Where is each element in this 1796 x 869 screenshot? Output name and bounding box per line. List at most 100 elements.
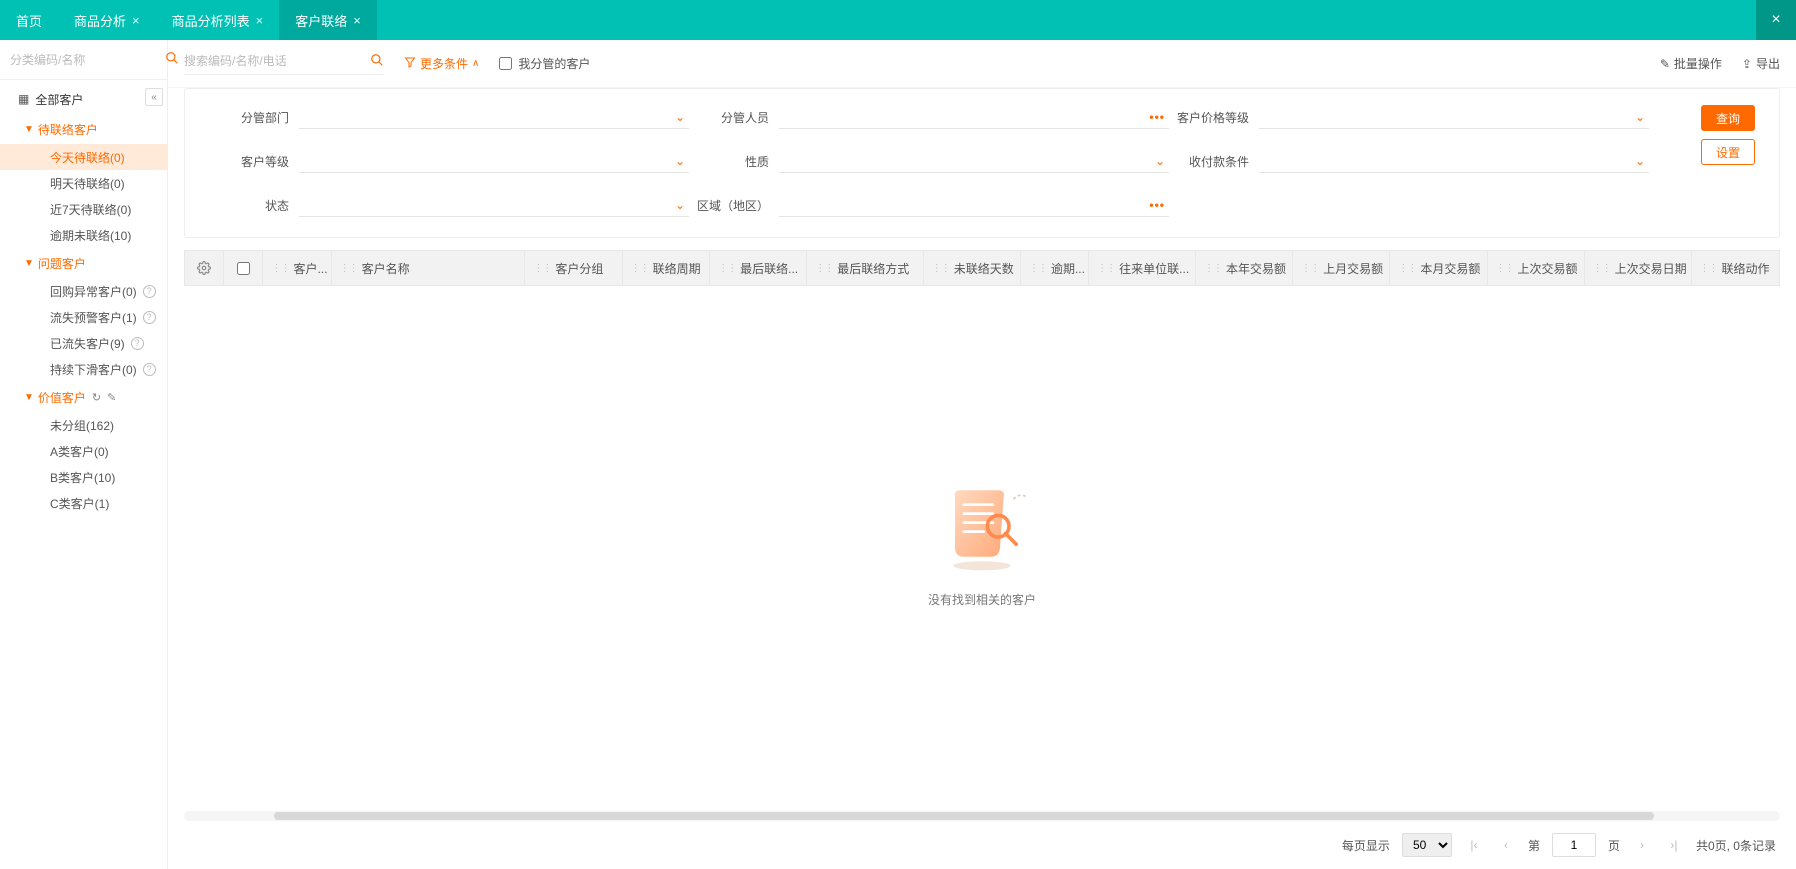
column-header[interactable]: ⋮⋮未联络天数 bbox=[924, 251, 1021, 285]
drag-handle-icon[interactable]: ⋮⋮ bbox=[1301, 263, 1319, 274]
tree-leaf-churned[interactable]: 已流失客户(9) ? bbox=[0, 330, 167, 356]
tree-group-problem[interactable]: ▼ 问题客户 bbox=[0, 248, 167, 278]
last-page-button[interactable]: ›| bbox=[1664, 835, 1684, 855]
column-header[interactable]: ⋮⋮本月交易额 bbox=[1390, 251, 1487, 285]
tree-leaf-churn-warning[interactable]: 流失预警客户(1) ? bbox=[0, 304, 167, 330]
drag-handle-icon[interactable]: ⋮⋮ bbox=[718, 263, 736, 274]
drag-handle-icon[interactable]: ⋮⋮ bbox=[1398, 263, 1416, 274]
page-number-input[interactable] bbox=[1552, 833, 1596, 857]
tree-group-value[interactable]: ▼ 价值客户 ↻ ✎ bbox=[0, 382, 167, 412]
tab-product-analysis-list[interactable]: 商品分析列表 × bbox=[156, 0, 280, 40]
column-header[interactable]: ⋮⋮逾期... bbox=[1021, 251, 1089, 285]
drag-handle-icon[interactable]: ⋮⋮ bbox=[1700, 263, 1718, 274]
filter-label: 状态 bbox=[209, 197, 299, 214]
filter-select[interactable]: ⌄ bbox=[779, 149, 1169, 173]
drag-handle-icon[interactable]: ⋮⋮ bbox=[1097, 263, 1115, 274]
drag-handle-icon[interactable]: ⋮⋮ bbox=[631, 263, 649, 274]
first-page-button[interactable]: |‹ bbox=[1464, 835, 1484, 855]
drag-handle-icon[interactable]: ⋮⋮ bbox=[1496, 263, 1514, 274]
help-icon[interactable]: ? bbox=[143, 363, 156, 376]
batch-action-button[interactable]: ✎ 批量操作 bbox=[1660, 55, 1722, 72]
filter-label: 收付款条件 bbox=[1169, 153, 1259, 170]
filter-select[interactable]: ⌄ bbox=[299, 149, 689, 173]
tree-leaf-tomorrow[interactable]: 明天待联络(0) bbox=[0, 170, 167, 196]
prev-page-button[interactable]: ‹ bbox=[1496, 835, 1516, 855]
top-tab-bar: 首页 商品分析 × 商品分析列表 × 客户联络 × × bbox=[0, 0, 1796, 40]
drag-handle-icon[interactable]: ⋮⋮ bbox=[1204, 263, 1222, 274]
close-icon[interactable]: × bbox=[353, 13, 361, 28]
edit-icon[interactable]: ✎ bbox=[107, 391, 116, 404]
tree-leaf-repurchase-abnormal[interactable]: 回购异常客户(0) ? bbox=[0, 278, 167, 304]
page-size-select[interactable]: 50 bbox=[1402, 833, 1452, 857]
export-button[interactable]: ⇪ 导出 bbox=[1742, 55, 1780, 72]
column-header[interactable]: ⋮⋮上次交易额 bbox=[1488, 251, 1585, 285]
more-filter-toggle[interactable]: 更多条件 ∧ bbox=[404, 55, 479, 72]
search-icon[interactable] bbox=[370, 53, 384, 70]
query-button[interactable]: 查询 bbox=[1701, 105, 1755, 131]
close-icon[interactable]: × bbox=[256, 13, 264, 28]
tree-root-all-customers[interactable]: ▦ 全部客户 bbox=[0, 84, 167, 114]
scrollbar-thumb[interactable] bbox=[274, 812, 1654, 820]
column-header[interactable]: ⋮⋮本年交易额 bbox=[1196, 251, 1293, 285]
help-icon[interactable]: ? bbox=[131, 337, 144, 350]
drag-handle-icon[interactable]: ⋮⋮ bbox=[932, 263, 950, 274]
tree-group-pending[interactable]: ▼ 待联络客户 bbox=[0, 114, 167, 144]
help-icon[interactable]: ? bbox=[143, 311, 156, 324]
caret-down-icon: ▼ bbox=[24, 258, 34, 269]
help-icon[interactable]: ? bbox=[143, 285, 156, 298]
filter-label: 区域（地区） bbox=[689, 197, 779, 214]
drag-handle-icon[interactable]: ⋮⋮ bbox=[1593, 263, 1611, 274]
table-settings-icon[interactable] bbox=[185, 251, 224, 285]
tree-leaf-ungrouped[interactable]: 未分组(162) bbox=[0, 412, 167, 438]
filter-select[interactable]: ⌄ bbox=[1259, 149, 1649, 173]
table: ⋮⋮客户...⋮⋮客户名称⋮⋮客户分组⋮⋮联络周期⋮⋮最后联络...⋮⋮最后联络… bbox=[184, 250, 1780, 805]
sidebar-search-input[interactable] bbox=[10, 53, 165, 67]
tree-leaf-class-a[interactable]: A类客户(0) bbox=[0, 438, 167, 464]
drag-handle-icon[interactable]: ⋮⋮ bbox=[1029, 263, 1047, 274]
tab-product-analysis[interactable]: 商品分析 × bbox=[58, 0, 156, 40]
close-all-tabs-button[interactable]: × bbox=[1756, 0, 1796, 40]
tree-leaf-today[interactable]: 今天待联络(0) bbox=[0, 144, 167, 170]
drag-handle-icon[interactable]: ⋮⋮ bbox=[533, 263, 551, 274]
tree-leaf-declining[interactable]: 持续下滑客户(0) ? bbox=[0, 356, 167, 382]
tab-label: 商品分析 bbox=[74, 11, 126, 30]
tree-leaf-class-b[interactable]: B类客户(10) bbox=[0, 464, 167, 490]
tree-leaf-7days[interactable]: 近7天待联络(0) bbox=[0, 196, 167, 222]
column-header[interactable]: ⋮⋮联络动作 bbox=[1692, 251, 1779, 285]
checkbox-input[interactable] bbox=[499, 57, 512, 70]
column-header[interactable]: ⋮⋮客户分组 bbox=[525, 251, 622, 285]
drag-handle-icon[interactable]: ⋮⋮ bbox=[815, 263, 833, 274]
settings-button[interactable]: 设置 bbox=[1701, 139, 1755, 165]
column-header[interactable]: ⋮⋮往来单位联... bbox=[1089, 251, 1196, 285]
empty-text: 没有找到相关的客户 bbox=[928, 591, 1036, 608]
tab-home[interactable]: 首页 bbox=[0, 0, 58, 40]
next-page-button[interactable]: › bbox=[1632, 835, 1652, 855]
column-header[interactable]: ⋮⋮最后联络方式 bbox=[807, 251, 924, 285]
tree-leaf-overdue[interactable]: 逾期未联络(10) bbox=[0, 222, 167, 248]
column-header[interactable]: ⋮⋮客户名称 bbox=[332, 251, 526, 285]
column-header[interactable]: ⋮⋮客户... bbox=[263, 251, 331, 285]
filter-label: 客户等级 bbox=[209, 153, 299, 170]
search-input[interactable] bbox=[184, 54, 370, 68]
horizontal-scrollbar[interactable] bbox=[184, 811, 1780, 821]
tree-leaf-class-c[interactable]: C类客户(1) bbox=[0, 490, 167, 516]
filter-select[interactable]: ⌄ bbox=[1259, 105, 1649, 129]
filter-select[interactable]: ⌄ bbox=[299, 105, 689, 129]
filter-select[interactable]: ⌄ bbox=[299, 193, 689, 217]
drag-handle-icon[interactable]: ⋮⋮ bbox=[271, 263, 289, 274]
select-all-checkbox[interactable] bbox=[224, 251, 263, 285]
column-header[interactable]: ⋮⋮最后联络... bbox=[710, 251, 807, 285]
my-customers-checkbox[interactable]: 我分管的客户 bbox=[499, 55, 590, 72]
drag-handle-icon[interactable]: ⋮⋮ bbox=[340, 263, 358, 274]
column-header[interactable]: ⋮⋮上月交易额 bbox=[1293, 251, 1390, 285]
filter-icon bbox=[404, 56, 416, 71]
filter-picker[interactable]: ••• bbox=[779, 193, 1169, 217]
refresh-icon[interactable]: ↻ bbox=[92, 391, 101, 404]
column-header[interactable]: ⋮⋮联络周期 bbox=[623, 251, 711, 285]
close-icon[interactable]: × bbox=[132, 13, 140, 28]
caret-down-icon: ▼ bbox=[24, 392, 34, 403]
filter-region: 区域（地区） ••• bbox=[689, 193, 1169, 217]
filter-picker[interactable]: ••• bbox=[779, 105, 1169, 129]
tab-customer-contact[interactable]: 客户联络 × bbox=[279, 0, 377, 40]
column-header[interactable]: ⋮⋮上次交易日期 bbox=[1585, 251, 1692, 285]
